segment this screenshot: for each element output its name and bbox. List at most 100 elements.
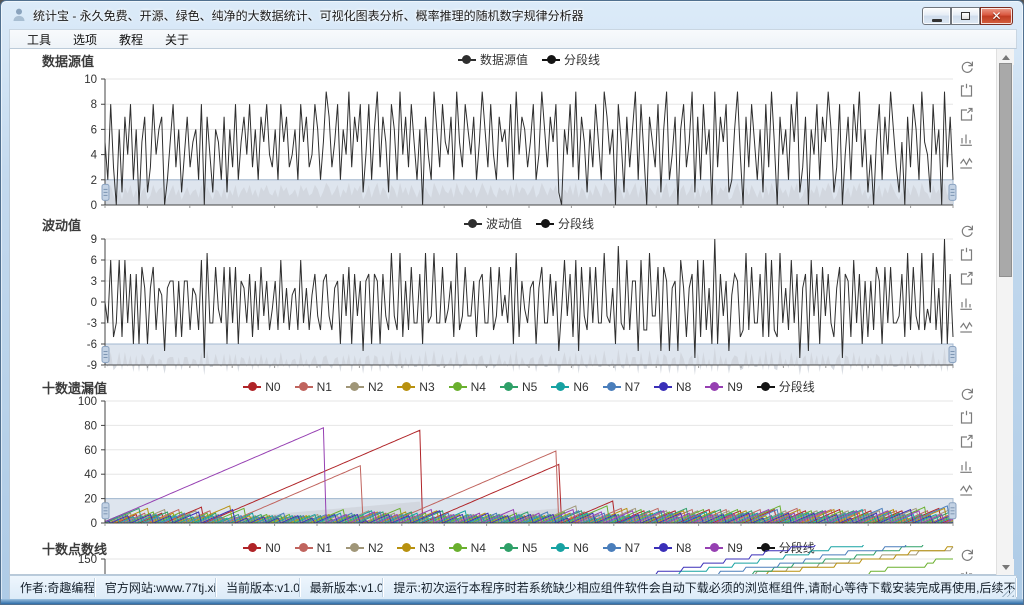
zoom-select-icon[interactable] bbox=[958, 410, 975, 426]
legend-item-N2[interactable]: N2 bbox=[345, 379, 384, 394]
legend-item-数据源值[interactable]: 数据源值 bbox=[457, 51, 528, 68]
legend-marker-icon bbox=[243, 382, 262, 391]
maximize-button[interactable] bbox=[951, 7, 980, 25]
legend-label: N1 bbox=[316, 379, 332, 394]
legend-marker-icon bbox=[294, 382, 313, 391]
datazoom-handle-left[interactable] bbox=[101, 346, 110, 363]
toolbox-source-values bbox=[958, 59, 978, 171]
minimize-button[interactable] bbox=[922, 7, 951, 25]
resize-grip[interactable] bbox=[1002, 585, 1014, 597]
zoom-select-icon[interactable] bbox=[958, 83, 975, 99]
datazoom-handle-left[interactable] bbox=[101, 502, 110, 520]
legend-item-N8[interactable]: N8 bbox=[654, 541, 691, 555]
legend-item-segment-line[interactable]: 分段线 bbox=[756, 378, 815, 395]
y-tick-label: 150 bbox=[78, 554, 97, 566]
legend-item-N1[interactable]: N1 bbox=[294, 379, 332, 394]
line-chart-icon[interactable] bbox=[958, 319, 975, 335]
datazoom-handle-right[interactable] bbox=[948, 346, 957, 363]
zoom-select-icon[interactable] bbox=[958, 571, 975, 574]
scroll-up-button[interactable] bbox=[997, 49, 1014, 65]
legend-label: 分段线 bbox=[778, 380, 815, 394]
menu-item-tools[interactable]: 工具 bbox=[27, 32, 52, 47]
legend-item-N7[interactable]: N7 bbox=[602, 380, 640, 394]
chart-client-area: 数据源值 数据源值 分段线 10 8 6 4 2 0 波动值 波动值 分段线 9 6 3 0 -3 -6 -9 十数遗… bbox=[9, 49, 999, 575]
datazoom-handle-right[interactable] bbox=[948, 183, 957, 201]
scroll-down-icon bbox=[1001, 564, 1010, 570]
line-chart-icon[interactable] bbox=[958, 155, 975, 171]
legend-marker-icon bbox=[243, 543, 262, 552]
y-tick-label: -3 bbox=[87, 318, 97, 330]
datazoom-handle-left[interactable] bbox=[101, 183, 110, 201]
series-line-N3 bbox=[104, 505, 954, 524]
legend-label: 分段线 bbox=[564, 53, 601, 67]
legend-item-N8[interactable]: N8 bbox=[654, 380, 691, 394]
chart-plot-ten-digit-points[interactable]: 150 bbox=[50, 545, 965, 575]
legend-marker-icon bbox=[294, 543, 313, 552]
refresh-icon[interactable] bbox=[958, 59, 975, 75]
menu-item-options[interactable]: 选项 bbox=[73, 32, 98, 47]
legend-item-N7[interactable]: N7 bbox=[602, 541, 640, 555]
chart-plot-ten-digit-omission[interactable]: 100 80 60 40 20 0 bbox=[50, 387, 965, 543]
legend-item-N9[interactable]: N9 bbox=[705, 380, 743, 394]
legend-item-N0[interactable]: N0 bbox=[243, 541, 281, 555]
y-tick-label: 3 bbox=[91, 276, 97, 288]
zoom-back-icon[interactable] bbox=[958, 271, 975, 287]
zoom-back-icon[interactable] bbox=[958, 434, 975, 450]
legend-label: N8 bbox=[676, 379, 692, 394]
series-line-N8 bbox=[104, 508, 954, 524]
chart-plot-source-values[interactable]: 10 8 6 4 2 0 bbox=[50, 65, 965, 225]
legend-item-N5[interactable]: N5 bbox=[499, 380, 537, 394]
legend-marker-icon bbox=[756, 382, 775, 391]
scrollbar-thumb[interactable] bbox=[999, 63, 1012, 277]
bar-chart-icon[interactable] bbox=[958, 131, 975, 147]
legend-marker-icon bbox=[551, 382, 570, 391]
toolbox-ten-digit-omission bbox=[958, 386, 978, 498]
datazoom-slider[interactable] bbox=[104, 343, 954, 366]
legend-item-N9[interactable]: N9 bbox=[705, 541, 743, 555]
legend-item-N4[interactable]: N4 bbox=[448, 541, 486, 555]
chart-title-ten-digit-points: 十数点数线 bbox=[42, 542, 108, 557]
y-tick-label: 0 bbox=[91, 200, 97, 212]
legend-item-N5[interactable]: N5 bbox=[499, 541, 537, 555]
menu-item-tutorial[interactable]: 教程 bbox=[119, 32, 144, 47]
legend-label: 波动值 bbox=[485, 217, 522, 231]
legend-marker-icon bbox=[499, 543, 518, 552]
legend-marker-icon bbox=[756, 543, 775, 552]
legend-item-N4[interactable]: N4 bbox=[448, 380, 486, 394]
chart-title-fluctuation-values: 波动值 bbox=[42, 218, 82, 233]
legend-item-N1[interactable]: N1 bbox=[294, 541, 332, 555]
legend-item-segment-line[interactable]: 分段线 bbox=[756, 539, 815, 556]
legend-item-segment-line[interactable]: 分段线 bbox=[536, 215, 594, 232]
legend-item-N2[interactable]: N2 bbox=[345, 541, 383, 555]
refresh-icon[interactable] bbox=[958, 223, 975, 239]
refresh-icon[interactable] bbox=[958, 547, 975, 563]
y-tick-label: 4 bbox=[91, 150, 98, 162]
datazoom-handle-right[interactable] bbox=[948, 502, 957, 520]
legend-marker-icon bbox=[463, 219, 482, 228]
chart-plot-fluctuation-values[interactable]: 9 6 3 0 -3 -6 -9 bbox=[50, 225, 965, 385]
bar-chart-icon[interactable] bbox=[958, 295, 975, 311]
legend-item-N6[interactable]: N6 bbox=[551, 541, 589, 555]
zoom-back-icon[interactable] bbox=[958, 107, 975, 123]
zoom-select-icon[interactable] bbox=[958, 247, 975, 263]
legend-marker-icon bbox=[654, 382, 673, 391]
series-line-N6 bbox=[678, 545, 865, 574]
close-button[interactable]: ✕ bbox=[980, 7, 1013, 25]
line-chart-icon[interactable] bbox=[958, 482, 975, 498]
menu-item-about[interactable]: 关于 bbox=[165, 32, 190, 47]
series-line-N3 bbox=[766, 546, 953, 574]
legend-item-N0[interactable]: N0 bbox=[243, 380, 281, 394]
title-bar[interactable]: 统计宝 - 永久免费、开源、绿色、纯净的大数据统计、可视化图表分析、概率推理的随… bbox=[1, 1, 1023, 29]
legend-label: N2 bbox=[367, 379, 384, 394]
bar-chart-icon[interactable] bbox=[958, 458, 975, 474]
legend-item-N3[interactable]: N3 bbox=[397, 380, 435, 394]
vertical-scrollbar[interactable] bbox=[996, 49, 1014, 575]
refresh-icon[interactable] bbox=[958, 386, 975, 402]
legend-marker-icon bbox=[448, 543, 467, 552]
legend-item-N6[interactable]: N6 bbox=[551, 380, 589, 394]
legend-item-波动值[interactable]: 波动值 bbox=[463, 215, 522, 232]
scroll-down-button[interactable] bbox=[997, 559, 1014, 575]
legend-item-segment-line[interactable]: 分段线 bbox=[542, 51, 600, 68]
legend-item-N3[interactable]: N3 bbox=[397, 541, 435, 555]
